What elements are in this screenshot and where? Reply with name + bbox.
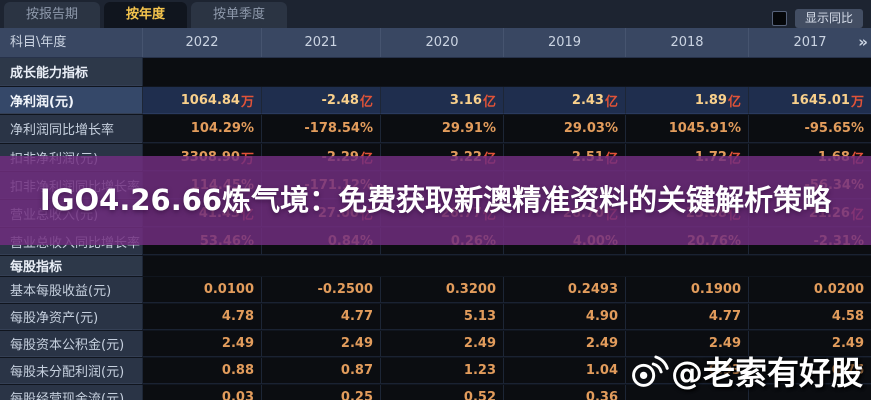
table-cell: 2.49: [503, 331, 625, 357]
section-label: 每股指标: [0, 256, 142, 276]
section-row: 每股指标: [0, 256, 871, 277]
table-cell: 0.87: [261, 358, 380, 384]
table-cell: 0.88: [142, 358, 261, 384]
section-row: 成长能力指标: [0, 58, 871, 87]
section-label: 成长能力指标: [0, 58, 142, 86]
table-cell: 2.49: [142, 331, 261, 357]
yoy-controls: 显示同比: [771, 9, 871, 28]
table-cell: -95.65%: [748, 115, 871, 143]
year-header[interactable]: 2019: [503, 28, 625, 57]
table-cell: 4.77: [625, 304, 748, 330]
table-cell: 0.52: [380, 385, 503, 400]
table-cell: -0.2500: [261, 277, 380, 303]
table-cell: 0.93: [625, 358, 748, 384]
year-header[interactable]: 2017: [748, 28, 871, 57]
table-cell: -178.54%: [261, 115, 380, 143]
table-cell: 4.78: [142, 304, 261, 330]
table-row: 净利润同比增长率 104.29% -178.54% 29.91% 29.03% 1045.…: [0, 115, 871, 144]
table-header-row: 科目\年度 2022 2021 2020 2019 2018 2017»: [0, 28, 871, 58]
table-cell: 0.1900: [625, 277, 748, 303]
table-cell: 4.77: [261, 304, 380, 330]
row-label: 每股未分配利润(元): [0, 358, 142, 384]
table-cell: 1064.84 万: [142, 87, 261, 114]
year-header[interactable]: 2018: [625, 28, 748, 57]
table-cell: 0.25: [261, 385, 380, 400]
year-header[interactable]: 2020: [380, 28, 503, 57]
table-cell: 1.89 亿: [625, 87, 748, 114]
ad-overlay: IGO4.26.66炼气境：免费获取新澳精准资料的关键解析策略: [0, 156, 871, 245]
weibo-icon: [632, 355, 669, 387]
table-row: 每股资本公积金(元) 2.49 2.49 2.49 2.49 2.49 2.49: [0, 331, 871, 358]
year-header[interactable]: 2022: [142, 28, 261, 57]
row-label: 每股资本公积金(元): [0, 331, 142, 357]
table-cell: 2.49: [748, 331, 871, 357]
tab-by-quarter[interactable]: 按单季度: [191, 2, 288, 28]
row-label: 净利润同比增长率: [0, 115, 142, 143]
table-row: 每股未分配利润(元) 0.88 0.87 1.23 1.04 0.93 0.76: [0, 358, 871, 385]
row-label: 每股经营现金流(元): [0, 385, 142, 400]
table-cell: [625, 385, 748, 400]
table-cell: 29.91%: [380, 115, 503, 143]
table-cell: 0.03: [142, 385, 261, 400]
table-cell: [748, 385, 871, 400]
tab-by-year[interactable]: 按年度: [104, 2, 188, 28]
table-cell: 2.49: [625, 331, 748, 357]
table-cell: 4.58: [748, 304, 871, 330]
more-columns-icon[interactable]: »: [858, 33, 868, 51]
row-label: 每股净资产(元): [0, 304, 142, 330]
table-cell: 0.2493: [503, 277, 625, 303]
table-row: 每股经营现金流(元) 0.03 0.25 0.52 0.36: [0, 385, 871, 400]
table-cell: 1.23: [380, 358, 503, 384]
table-row: 基本每股收益(元) 0.0100 -0.2500 0.3200 0.2493 0.1900…: [0, 277, 871, 304]
table-row: 每股净资产(元) 4.78 4.77 5.13 4.90 4.77 4.58: [0, 304, 871, 331]
table-cell: 0.76: [748, 358, 871, 384]
table-cell: 2.49: [261, 331, 380, 357]
section-spacer: [142, 58, 871, 86]
table-row: 净利润(元) 1064.84 万 -2.48 亿 3.16 亿 2.43 亿 1.89 亿 1645.…: [0, 87, 871, 115]
table-cell: 2.43 亿: [503, 87, 625, 114]
table-cell: 3.16 亿: [380, 87, 503, 114]
section-spacer: [142, 256, 871, 276]
table-cell: 1.04: [503, 358, 625, 384]
show-yoy-button[interactable]: 显示同比: [794, 9, 863, 28]
table-cell: 0.3200: [380, 277, 503, 303]
table-cell: 5.13: [380, 304, 503, 330]
table-cell: -2.48 亿: [261, 87, 380, 114]
row-label: 净利润(元): [0, 87, 142, 114]
corner-header: 科目\年度: [10, 35, 67, 50]
table-cell: 0.36: [503, 385, 625, 400]
show-yoy-checkbox[interactable]: [771, 11, 787, 26]
row-label: 基本每股收益(元): [0, 277, 142, 303]
ad-overlay-text: IGO4.26.66炼气境：免费获取新澳精准资料的关键解析策略: [39, 183, 832, 217]
watermark-text: @老索有好股: [670, 354, 863, 392]
table-cell: 104.29%: [142, 115, 261, 143]
period-tabbar: 按报告期 按年度 按单季度 显示同比: [0, 0, 871, 28]
table-cell: 1645.01 万: [748, 87, 871, 114]
year-header[interactable]: 2021: [261, 28, 380, 57]
table-cell: 29.03%: [503, 115, 625, 143]
watermark: @老索有好股: [627, 348, 863, 394]
table-cell: 4.90: [503, 304, 625, 330]
table-cell: 0.0100: [142, 277, 261, 303]
table-cell: 0.0200: [748, 277, 871, 303]
table-cell: 1045.91%: [625, 115, 748, 143]
table-cell: 2.49: [380, 331, 503, 357]
tab-by-report-period[interactable]: 按报告期: [4, 2, 101, 28]
